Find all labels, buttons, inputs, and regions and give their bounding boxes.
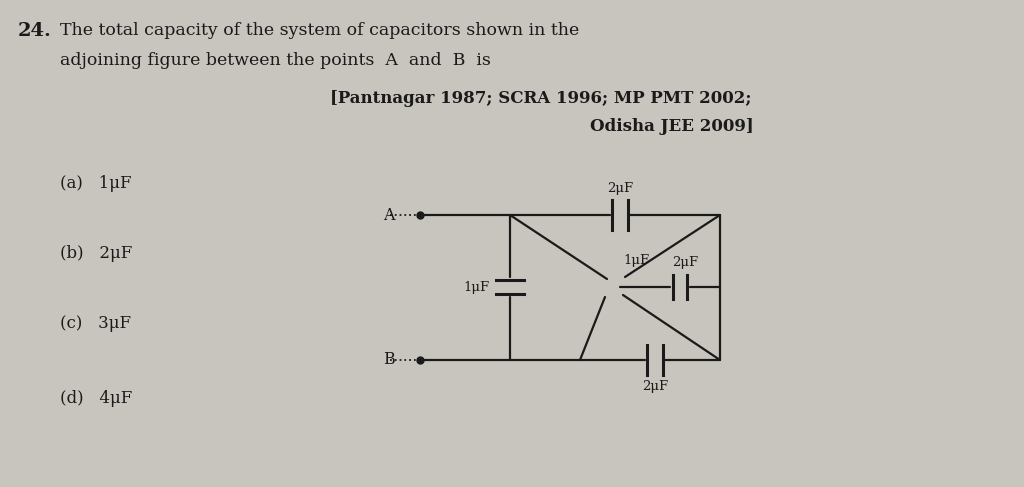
Text: (c)   3μF: (c) 3μF bbox=[60, 315, 131, 332]
Text: B: B bbox=[383, 352, 395, 369]
Text: Odisha JEE 2009]: Odisha JEE 2009] bbox=[590, 118, 754, 135]
Text: 24.: 24. bbox=[18, 22, 52, 40]
Text: [Pantnagar 1987; SCRA 1996; MP PMT 2002;: [Pantnagar 1987; SCRA 1996; MP PMT 2002; bbox=[330, 90, 752, 107]
Text: (b)   2μF: (b) 2μF bbox=[60, 245, 132, 262]
Text: adjoining figure between the points  A  and  B  is: adjoining figure between the points A an… bbox=[60, 52, 490, 69]
Text: The total capacity of the system of capacitors shown in the: The total capacity of the system of capa… bbox=[60, 22, 580, 39]
Text: 2μF: 2μF bbox=[607, 182, 633, 195]
Text: 1μF: 1μF bbox=[623, 254, 649, 267]
Text: 1μF: 1μF bbox=[464, 281, 490, 294]
Text: (d)   4μF: (d) 4μF bbox=[60, 390, 132, 407]
Text: 2μF: 2μF bbox=[672, 256, 698, 269]
Text: A: A bbox=[384, 206, 395, 224]
Text: (a)   1μF: (a) 1μF bbox=[60, 175, 132, 192]
Text: 2μF: 2μF bbox=[642, 380, 668, 393]
